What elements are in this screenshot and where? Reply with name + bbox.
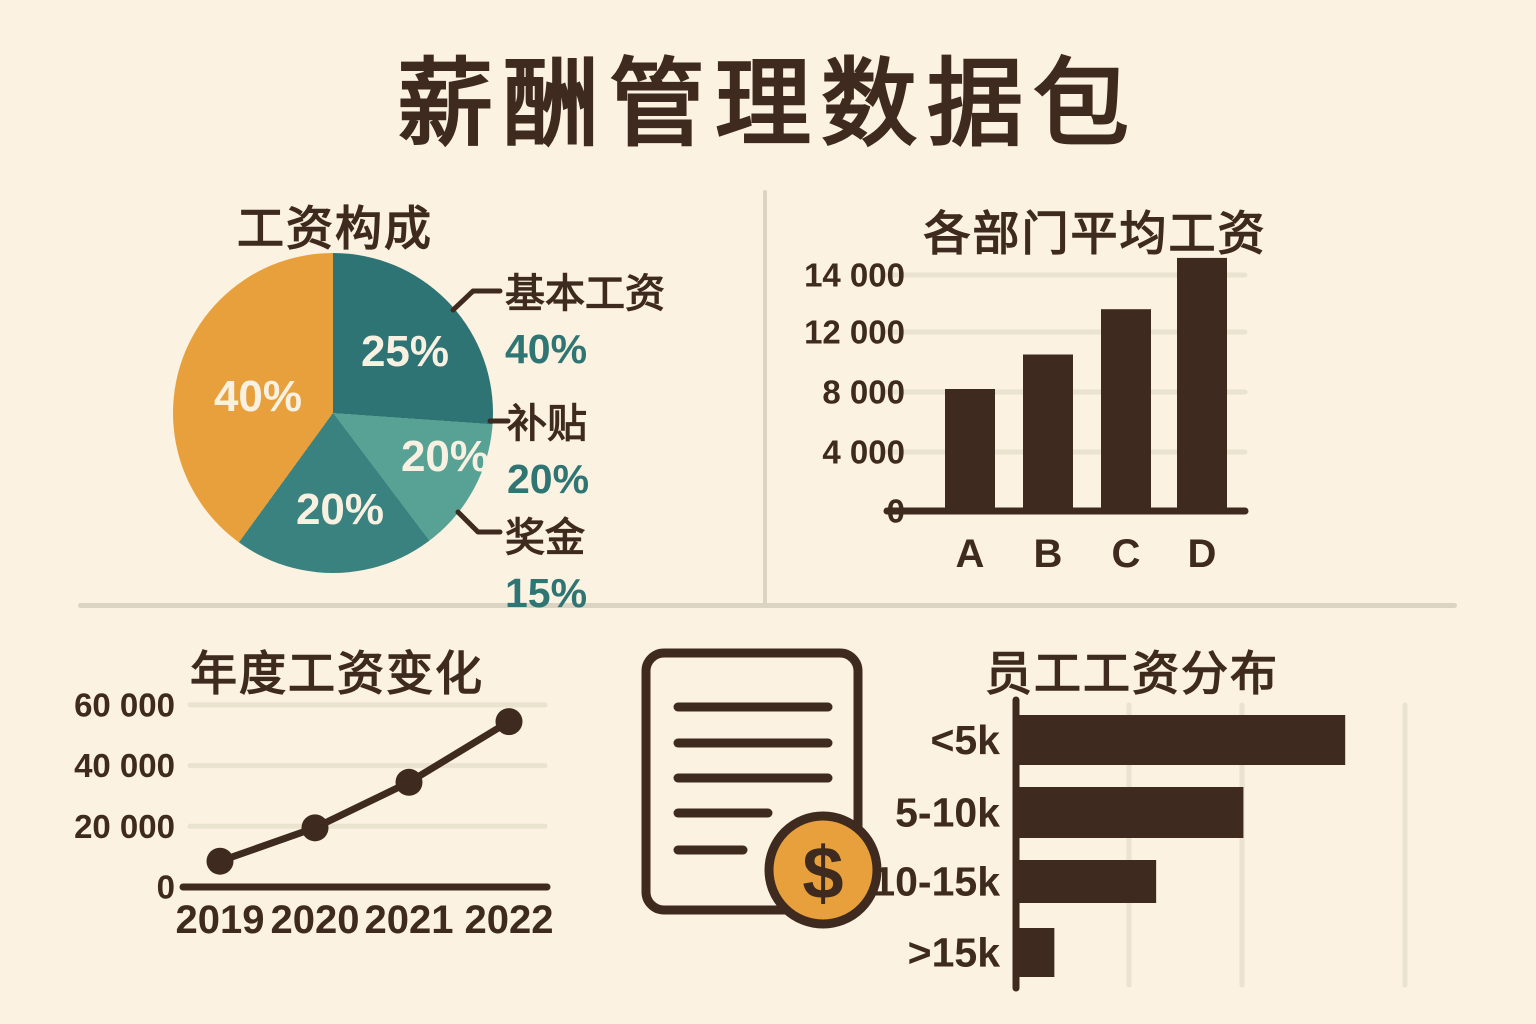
annual-salary-panel: 年度工资变化 0 20 000 40 000 60 000 2019 2020 2021 20… xyxy=(74,625,640,965)
bar-B xyxy=(1023,354,1073,511)
y-tick-label: 14 000 xyxy=(804,257,905,294)
pie-wedge-label: 25% xyxy=(360,327,450,376)
dollar-coin-icon: $ xyxy=(764,811,882,929)
callout-value: 15% xyxy=(505,570,588,616)
x-tick-label: 2020 xyxy=(271,898,360,942)
category-label: 10-15k xyxy=(872,859,1000,905)
document-outline xyxy=(641,648,863,915)
pie-chart-title: 工资构成 xyxy=(237,202,433,255)
pie-callout: 基本工资 40% xyxy=(505,261,665,373)
callout-line xyxy=(450,288,503,313)
data-point-2020 xyxy=(301,814,329,842)
callout-value: 20% xyxy=(507,456,590,502)
line-series xyxy=(216,718,513,865)
pie-callout: 奖金 15% xyxy=(505,505,587,617)
category-label: A xyxy=(956,532,985,576)
category-label: 5-10k xyxy=(895,790,1000,836)
data-point-2022 xyxy=(495,708,523,736)
pie-wedge-label: 40% xyxy=(213,372,303,421)
pie-callout-lines xyxy=(450,288,511,535)
hbar-chart-title: 员工工资分布 xyxy=(985,647,1279,700)
pie-chart xyxy=(173,253,493,573)
callout-value: 40% xyxy=(505,326,588,372)
data-point-2021 xyxy=(395,768,423,796)
y-tick-label: 0 xyxy=(157,869,175,906)
dollar-symbol: $ xyxy=(802,832,843,915)
document-icon: $ xyxy=(641,648,882,929)
bar-5-10k xyxy=(1018,787,1244,838)
category-label: <5k xyxy=(930,717,1000,763)
bar-A xyxy=(945,389,995,511)
salary-document-panel: $ xyxy=(620,630,920,950)
page-title: 薪酬管理数据包 xyxy=(397,51,1139,158)
coin-circle xyxy=(764,811,882,929)
bar->15k xyxy=(1018,928,1055,977)
y-tick-label: 20 000 xyxy=(74,808,175,845)
divider-vertical xyxy=(763,190,767,604)
salary-composition-panel: 工资构成 25% 20% 20% 40% 基本工资 40% 补贴 20% 奖金 … xyxy=(75,185,765,616)
y-tick-label: 4 000 xyxy=(822,434,905,471)
callout-name: 奖金 xyxy=(505,516,585,560)
callout-line xyxy=(455,509,503,535)
pie-wedge-label: 20% xyxy=(400,432,490,481)
bar-D xyxy=(1177,257,1227,511)
y-tick-label: 60 000 xyxy=(74,686,175,723)
annual-salary-line-chart: 0 20 000 40 000 60 000 2019 2020 2021 2022 xyxy=(74,686,554,942)
category-label: C xyxy=(1112,532,1141,576)
divider-horizontal xyxy=(78,603,1457,608)
x-tick-label: 2022 xyxy=(465,898,554,942)
bar-chart-title: 各部门平均工资 xyxy=(923,207,1267,260)
y-tick-label: 12 000 xyxy=(804,314,905,351)
data-point-2019 xyxy=(206,847,234,875)
salary-distribution-panel: 员工工资分布 <5k 5-10k 10-15k >15k xyxy=(872,625,1500,1020)
callout-name: 基本工资 xyxy=(505,272,665,316)
category-label: D xyxy=(1188,532,1217,576)
y-tick-label: 40 000 xyxy=(74,747,175,784)
bar-10-15k xyxy=(1018,860,1157,903)
line-chart-title: 年度工资变化 xyxy=(190,647,484,700)
pie-callout: 补贴 20% xyxy=(507,391,589,503)
salary-distribution-bar-chart: <5k 5-10k 10-15k >15k xyxy=(872,696,1408,992)
category-label: B xyxy=(1034,532,1063,576)
bar-<5k xyxy=(1018,715,1346,765)
x-tick-label: 2021 xyxy=(365,898,454,942)
category-label: >15k xyxy=(908,930,1001,976)
pie-wedge-label: 20% xyxy=(295,485,385,534)
y-tick-label: 8 000 xyxy=(822,374,905,411)
x-tick-label: 2019 xyxy=(176,898,265,942)
callout-name: 补贴 xyxy=(507,402,587,446)
bar-C xyxy=(1101,309,1151,511)
